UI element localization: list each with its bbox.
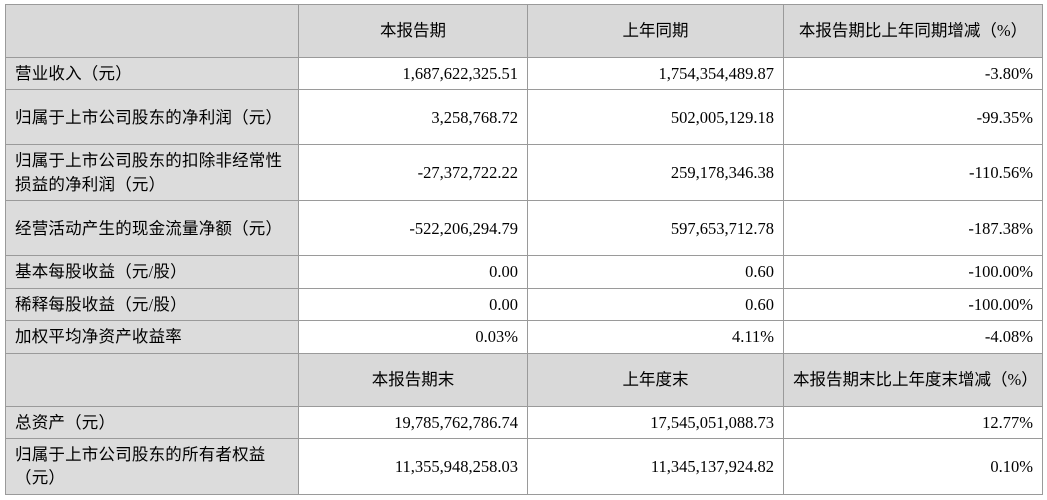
- row-value-shareholders-equity-change: 0.10%: [783, 437, 1043, 495]
- table-row: 加权平均净资产收益率 0.03% 4.11% -4.08%: [5, 320, 1043, 354]
- table-row: 归属于上市公司股东的净利润（元） 3,258,768.72 502,005,12…: [5, 89, 1043, 146]
- row-value-total-assets-change: 12.77%: [783, 405, 1043, 439]
- row-value-operating-cash-flow-current: -522,206,294.79: [298, 200, 528, 257]
- row-value-revenue-change: -3.80%: [783, 56, 1043, 91]
- row-value-net-profit-excl-nonrecurring-previous: 259,178,346.38: [527, 144, 784, 202]
- row-label-operating-cash-flow: 经营活动产生的现金流量净额（元）: [5, 200, 299, 257]
- header-cell-current-period: 本报告期: [298, 4, 528, 58]
- row-label-weighted-roe: 加权平均净资产收益率: [5, 320, 299, 354]
- header-cell-previous-year-end: 上年度末: [527, 352, 784, 407]
- table-row: 总资产（元） 19,785,762,786.74 17,545,051,088.…: [5, 405, 1043, 439]
- row-value-operating-cash-flow-previous: 597,653,712.78: [527, 200, 784, 257]
- row-value-total-assets-previous: 17,545,051,088.73: [527, 405, 784, 439]
- row-label-net-profit: 归属于上市公司股东的净利润（元）: [5, 89, 299, 146]
- row-value-diluted-eps-current: 0.00: [298, 287, 528, 322]
- row-value-net-profit-current: 3,258,768.72: [298, 89, 528, 146]
- row-value-diluted-eps-previous: 0.60: [527, 287, 784, 322]
- header-cell-blank-period: [5, 4, 299, 58]
- header-cell-change-balance: 本报告期末比上年度末增减（%）: [783, 352, 1043, 407]
- row-value-weighted-roe-current: 0.03%: [298, 320, 528, 354]
- row-label-shareholders-equity: 归属于上市公司股东的所有者权益（元）: [5, 437, 299, 495]
- table-row: 归属于上市公司股东的所有者权益（元） 11,355,948,258.03 11,…: [5, 437, 1043, 495]
- row-value-total-assets-current: 19,785,762,786.74: [298, 405, 528, 439]
- table-header-row-period: 本报告期 上年同期 本报告期比上年同期增减（%）: [5, 4, 1043, 58]
- financial-summary-table: 本报告期 上年同期 本报告期比上年同期增减（%） 营业收入（元） 1,687,6…: [5, 4, 1043, 495]
- row-value-basic-eps-change: -100.00%: [783, 255, 1043, 289]
- row-value-revenue-previous: 1,754,354,489.87: [527, 56, 784, 91]
- row-value-operating-cash-flow-change: -187.38%: [783, 200, 1043, 257]
- table-row: 基本每股收益（元/股） 0.00 0.60 -100.00%: [5, 255, 1043, 289]
- header-cell-blank-balance: [5, 352, 299, 407]
- row-label-basic-eps: 基本每股收益（元/股）: [5, 255, 299, 289]
- row-label-total-assets: 总资产（元）: [5, 405, 299, 439]
- header-cell-previous-period: 上年同期: [527, 4, 784, 58]
- row-value-net-profit-excl-nonrecurring-current: -27,372,722.22: [298, 144, 528, 202]
- table-row: 稀释每股收益（元/股） 0.00 0.60 -100.00%: [5, 287, 1043, 322]
- table-header-row-balance: 本报告期末 上年度末 本报告期末比上年度末增减（%）: [5, 352, 1043, 407]
- row-value-net-profit-previous: 502,005,129.18: [527, 89, 784, 146]
- row-value-shareholders-equity-previous: 11,345,137,924.82: [527, 437, 784, 495]
- row-value-weighted-roe-change: -4.08%: [783, 320, 1043, 354]
- row-value-basic-eps-current: 0.00: [298, 255, 528, 289]
- table-row: 经营活动产生的现金流量净额（元） -522,206,294.79 597,653…: [5, 200, 1043, 257]
- row-value-weighted-roe-previous: 4.11%: [527, 320, 784, 354]
- row-label-diluted-eps: 稀释每股收益（元/股）: [5, 287, 299, 322]
- header-cell-change-period: 本报告期比上年同期增减（%）: [783, 4, 1043, 58]
- row-value-net-profit-change: -99.35%: [783, 89, 1043, 146]
- row-value-shareholders-equity-current: 11,355,948,258.03: [298, 437, 528, 495]
- row-value-net-profit-excl-nonrecurring-change: -110.56%: [783, 144, 1043, 202]
- row-value-diluted-eps-change: -100.00%: [783, 287, 1043, 322]
- header-cell-current-period-end: 本报告期末: [298, 352, 528, 407]
- row-label-net-profit-excl-nonrecurring: 归属于上市公司股东的扣除非经常性损益的净利润（元）: [5, 144, 299, 202]
- row-value-revenue-current: 1,687,622,325.51: [298, 56, 528, 91]
- row-label-revenue: 营业收入（元）: [5, 56, 299, 91]
- table-row: 归属于上市公司股东的扣除非经常性损益的净利润（元） -27,372,722.22…: [5, 144, 1043, 202]
- table-row: 营业收入（元） 1,687,622,325.51 1,754,354,489.8…: [5, 56, 1043, 91]
- row-value-basic-eps-previous: 0.60: [527, 255, 784, 289]
